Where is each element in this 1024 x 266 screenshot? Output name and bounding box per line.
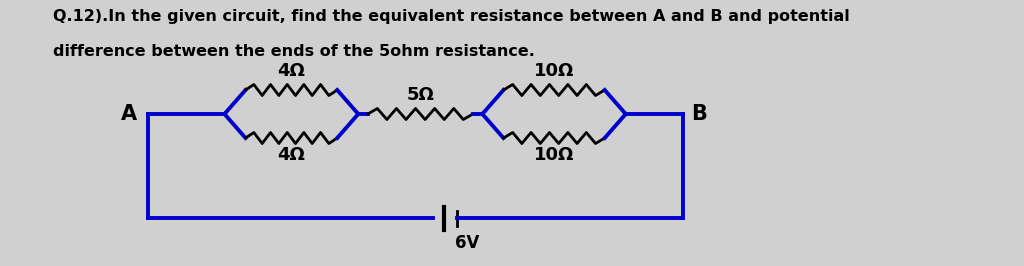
- Text: B: B: [690, 104, 707, 124]
- Text: Q.12).In the given circuit, find the equivalent resistance between A and B and p: Q.12).In the given circuit, find the equ…: [52, 9, 849, 24]
- Text: 6V: 6V: [456, 234, 479, 251]
- Text: 10Ω: 10Ω: [534, 146, 574, 164]
- Text: A: A: [121, 104, 136, 124]
- Text: difference between the ends of the 5ohm resistance.: difference between the ends of the 5ohm …: [52, 44, 535, 59]
- Text: 4Ω: 4Ω: [278, 62, 305, 80]
- Text: 5Ω: 5Ω: [407, 86, 434, 104]
- Text: 4Ω: 4Ω: [278, 146, 305, 164]
- Text: 10Ω: 10Ω: [534, 62, 574, 80]
